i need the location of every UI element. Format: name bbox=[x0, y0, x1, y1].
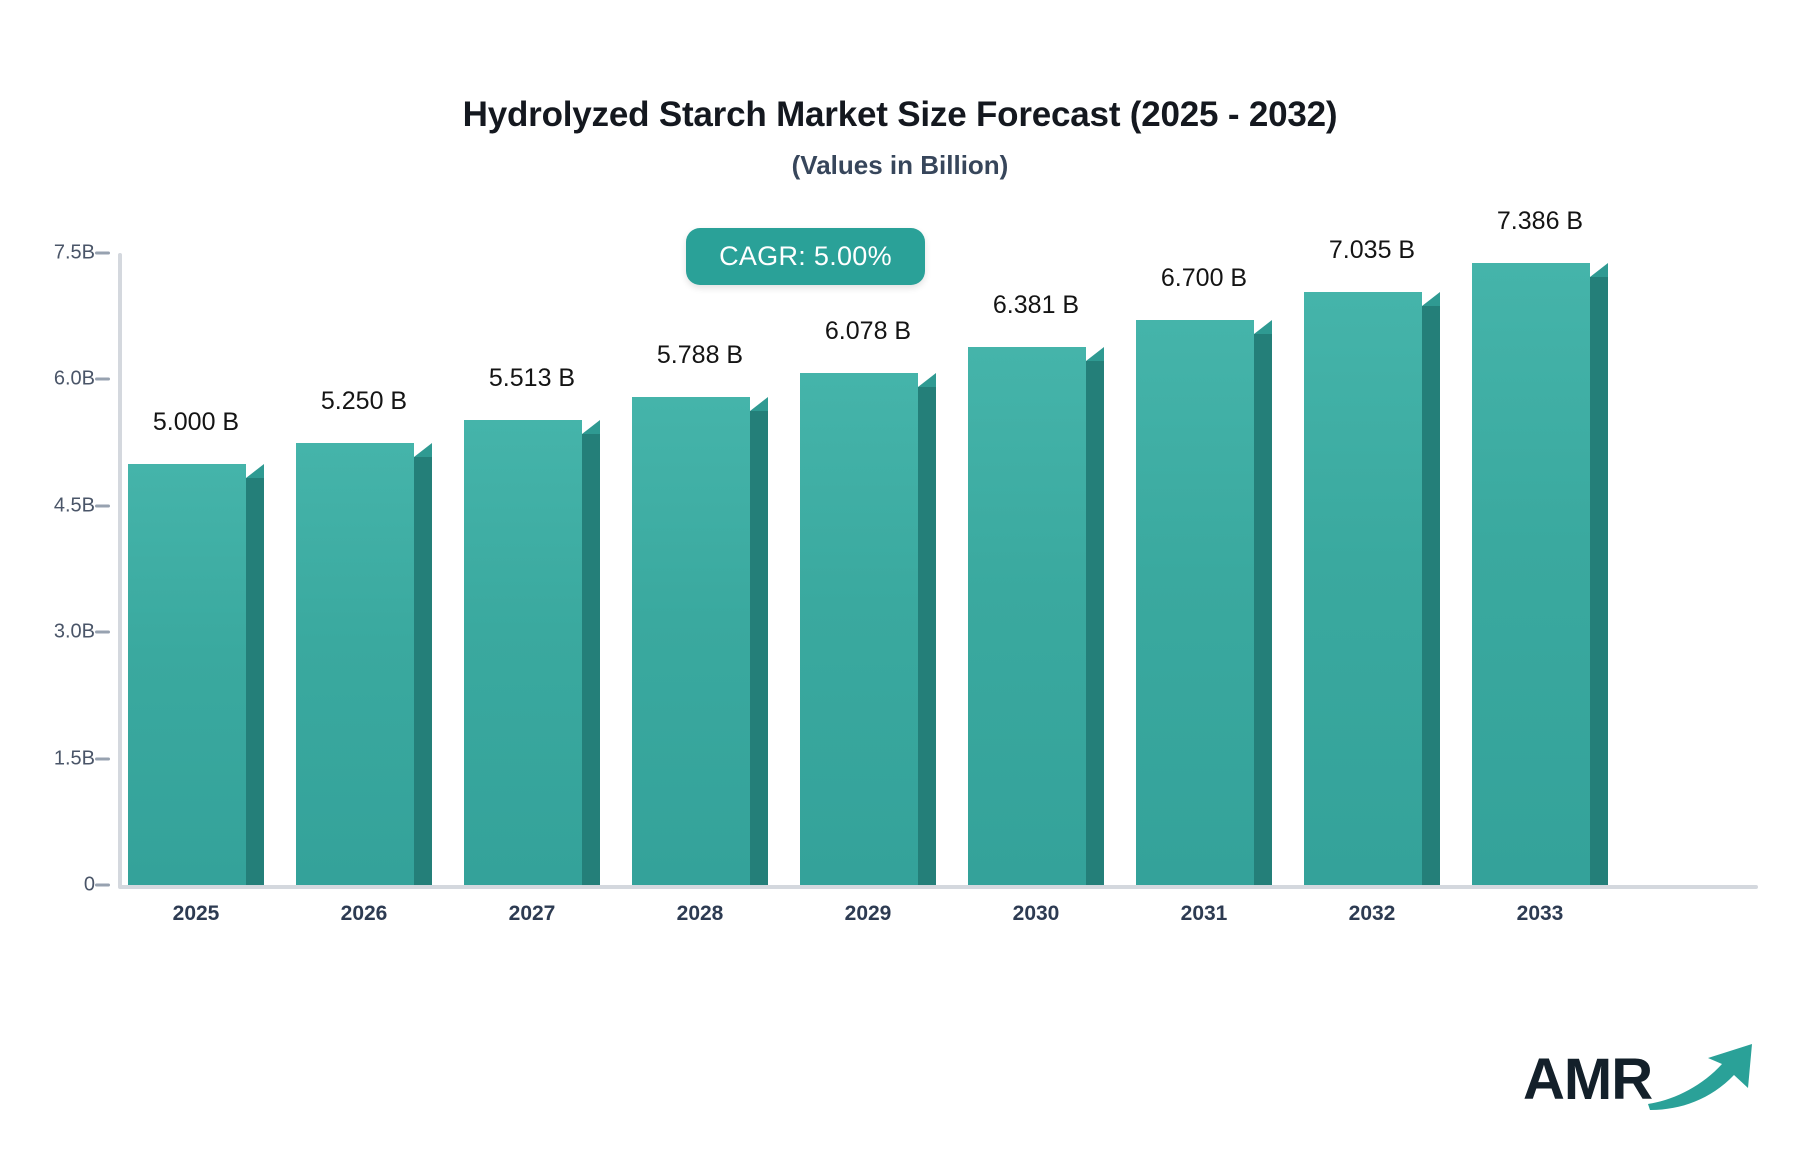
bar-top-face bbox=[1254, 320, 1272, 335]
bar-front-face bbox=[464, 420, 582, 885]
bar-value-label: 6.700 B bbox=[1160, 264, 1248, 293]
amr-wordmark: AMR bbox=[1523, 1046, 1653, 1112]
bar-top-face bbox=[246, 463, 264, 478]
y-axis-tick-mark bbox=[95, 504, 110, 508]
amr-logo: AMR bbox=[1523, 1038, 1764, 1112]
x-axis-tick-label: 2030 bbox=[1012, 902, 1060, 925]
bar-value-label: 5.000 B bbox=[152, 407, 240, 436]
bar-2028[interactable] bbox=[632, 397, 768, 885]
bar-2032[interactable] bbox=[1304, 292, 1440, 885]
y-axis-tick-label: 0 bbox=[83, 873, 95, 896]
bar-top-face bbox=[1422, 292, 1440, 307]
bar-side-face bbox=[1086, 361, 1104, 885]
bar-side-face bbox=[750, 411, 768, 885]
y-axis-tick-label: 4.5B bbox=[53, 494, 95, 517]
growth-arrow-icon bbox=[1648, 1044, 1753, 1110]
x-axis-tick-label: 2025 bbox=[172, 902, 220, 925]
chart-subtitle: (Values in Billion) bbox=[791, 149, 1009, 180]
bar-2030[interactable] bbox=[968, 347, 1104, 885]
bar-front-face bbox=[800, 372, 918, 885]
bar-front-face bbox=[632, 397, 750, 885]
bar-side-face bbox=[246, 477, 264, 885]
y-axis-line bbox=[118, 253, 122, 888]
cagr-badge: CAGR: 5.00% bbox=[686, 228, 925, 285]
bar-front-face bbox=[1304, 292, 1422, 885]
bar-side-face bbox=[582, 434, 600, 885]
x-axis-tick-label: 2033 bbox=[1516, 902, 1564, 925]
y-axis-tick-label: 6.0B bbox=[53, 367, 95, 390]
bar-value-label: 7.386 B bbox=[1496, 206, 1584, 235]
x-axis-tick-label: 2026 bbox=[340, 902, 388, 925]
bar-value-label: 5.513 B bbox=[488, 364, 576, 393]
bar-side-face bbox=[1590, 276, 1608, 885]
bar-2026[interactable] bbox=[296, 442, 432, 885]
bar-2033[interactable] bbox=[1472, 262, 1608, 885]
bar-front-face bbox=[296, 442, 414, 885]
y-axis-tick-label: 1.5B bbox=[53, 747, 95, 770]
bar-value-label: 7.035 B bbox=[1328, 236, 1416, 265]
y-axis-tick-label: 7.5B bbox=[53, 241, 95, 264]
page-title: Hydrolyzed Starch Market Size Forecast (… bbox=[462, 95, 1338, 134]
y-axis-tick-mark bbox=[95, 251, 110, 255]
x-axis-tick-label: 2028 bbox=[676, 902, 724, 925]
x-axis-tick-label: 2029 bbox=[844, 902, 892, 925]
bar-top-face bbox=[1086, 347, 1104, 362]
bar-value-label: 5.788 B bbox=[656, 341, 744, 370]
chart-header: Hydrolyzed Starch Market Size Forecast (… bbox=[0, 95, 1800, 180]
bar-side-face bbox=[1422, 306, 1440, 885]
bar-top-face bbox=[918, 372, 936, 387]
y-axis-tick-mark bbox=[95, 757, 110, 761]
y-axis-tick-mark bbox=[95, 883, 110, 887]
y-axis-tick-mark bbox=[95, 377, 110, 381]
y-axis-tick-mark bbox=[95, 630, 110, 634]
bar-top-face bbox=[414, 442, 432, 457]
x-axis-tick-label: 2031 bbox=[1180, 902, 1228, 925]
bar-front-face bbox=[1472, 262, 1590, 885]
bar-front-face bbox=[1136, 320, 1254, 885]
bar-side-face bbox=[1254, 334, 1272, 885]
bar-top-face bbox=[750, 397, 768, 412]
bar-2027[interactable] bbox=[464, 420, 600, 885]
bar-side-face bbox=[414, 456, 432, 885]
x-axis-tick-label: 2032 bbox=[1348, 902, 1396, 925]
x-axis-tick-label: 2027 bbox=[508, 902, 556, 925]
x-axis-line bbox=[118, 885, 1758, 889]
bar-value-label: 6.078 B bbox=[824, 316, 912, 345]
bar-2031[interactable] bbox=[1136, 320, 1272, 885]
bar-top-face bbox=[582, 420, 600, 435]
y-axis-tick-label: 3.0B bbox=[53, 620, 95, 643]
bar-value-label: 6.381 B bbox=[992, 291, 1080, 320]
bar-front-face bbox=[968, 347, 1086, 885]
bar-value-label: 5.250 B bbox=[320, 386, 408, 415]
chart-plot-area: 7.5B 6.0B 4.5B 3.0B 1.5B 0 5.000 B 5.250 B 5.51… bbox=[53, 206, 1758, 925]
bar-top-face bbox=[1590, 262, 1608, 277]
bar-2029[interactable] bbox=[800, 372, 936, 885]
bar-side-face bbox=[918, 386, 936, 885]
bar-front-face bbox=[128, 463, 246, 885]
cagr-badge-label: CAGR: 5.00% bbox=[719, 241, 892, 271]
bar-2025[interactable] bbox=[128, 463, 264, 885]
